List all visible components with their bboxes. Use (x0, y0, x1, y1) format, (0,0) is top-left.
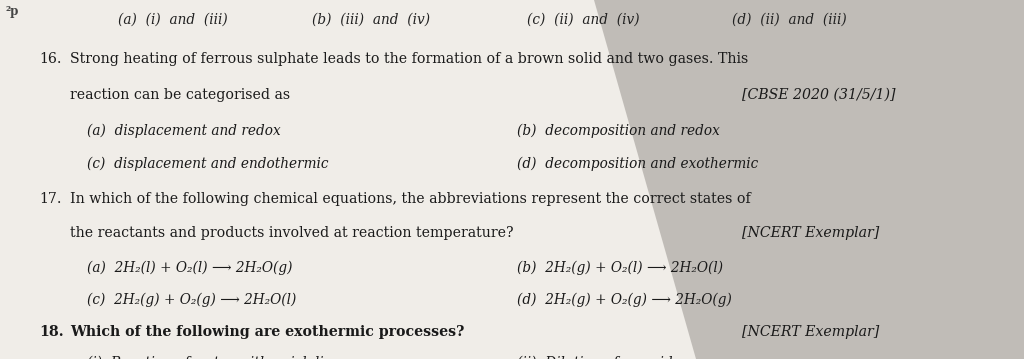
Text: ²p: ²p (5, 5, 18, 18)
Text: 16.: 16. (39, 52, 61, 66)
Text: (ii)  Dilution of an acid: (ii) Dilution of an acid (517, 355, 673, 359)
Text: (b)  decomposition and redox: (b) decomposition and redox (517, 124, 720, 138)
Text: (d)  2H₂(g) + O₂(g) ⟶ 2H₂O(g): (d) 2H₂(g) + O₂(g) ⟶ 2H₂O(g) (517, 293, 732, 307)
Text: (a)  displacement and redox: (a) displacement and redox (87, 124, 281, 138)
Text: 18.: 18. (39, 325, 63, 339)
Text: (a)  2H₂(l) + O₂(l) ⟶ 2H₂O(g): (a) 2H₂(l) + O₂(l) ⟶ 2H₂O(g) (87, 260, 293, 275)
Text: reaction can be categorised as: reaction can be categorised as (70, 88, 290, 102)
Text: (c)  2H₂(g) + O₂(g) ⟶ 2H₂O(l): (c) 2H₂(g) + O₂(g) ⟶ 2H₂O(l) (87, 293, 296, 307)
Text: [NCERT Exemplar]: [NCERT Exemplar] (742, 226, 880, 240)
Text: (c)  (ii)  and  (iv): (c) (ii) and (iv) (527, 13, 640, 27)
Text: [NCERT Exemplar]: [NCERT Exemplar] (742, 325, 880, 339)
Text: 17.: 17. (39, 192, 61, 206)
Text: (d)  (ii)  and  (iii): (d) (ii) and (iii) (732, 13, 847, 27)
Text: (a)  (i)  and  (iii): (a) (i) and (iii) (118, 13, 227, 27)
Text: (i)  Reaction of water with quick lime: (i) Reaction of water with quick lime (87, 355, 345, 359)
Text: the reactants and products involved at reaction temperature?: the reactants and products involved at r… (70, 226, 513, 240)
Text: Strong heating of ferrous sulphate leads to the formation of a brown solid and t: Strong heating of ferrous sulphate leads… (70, 52, 748, 66)
Polygon shape (594, 0, 1024, 359)
Text: (b)  2H₂(g) + O₂(l) ⟶ 2H₂O(l): (b) 2H₂(g) + O₂(l) ⟶ 2H₂O(l) (517, 260, 723, 275)
Text: (c)  displacement and endothermic: (c) displacement and endothermic (87, 156, 329, 171)
Text: [CBSE 2020 (31/5/1)]: [CBSE 2020 (31/5/1)] (742, 88, 896, 102)
Text: Which of the following are exothermic processes?: Which of the following are exothermic pr… (70, 325, 464, 339)
Text: (d)  decomposition and exothermic: (d) decomposition and exothermic (517, 156, 759, 171)
Text: In which of the following chemical equations, the abbreviations represent the co: In which of the following chemical equat… (70, 192, 751, 206)
Text: (b)  (iii)  and  (iv): (b) (iii) and (iv) (312, 13, 430, 27)
